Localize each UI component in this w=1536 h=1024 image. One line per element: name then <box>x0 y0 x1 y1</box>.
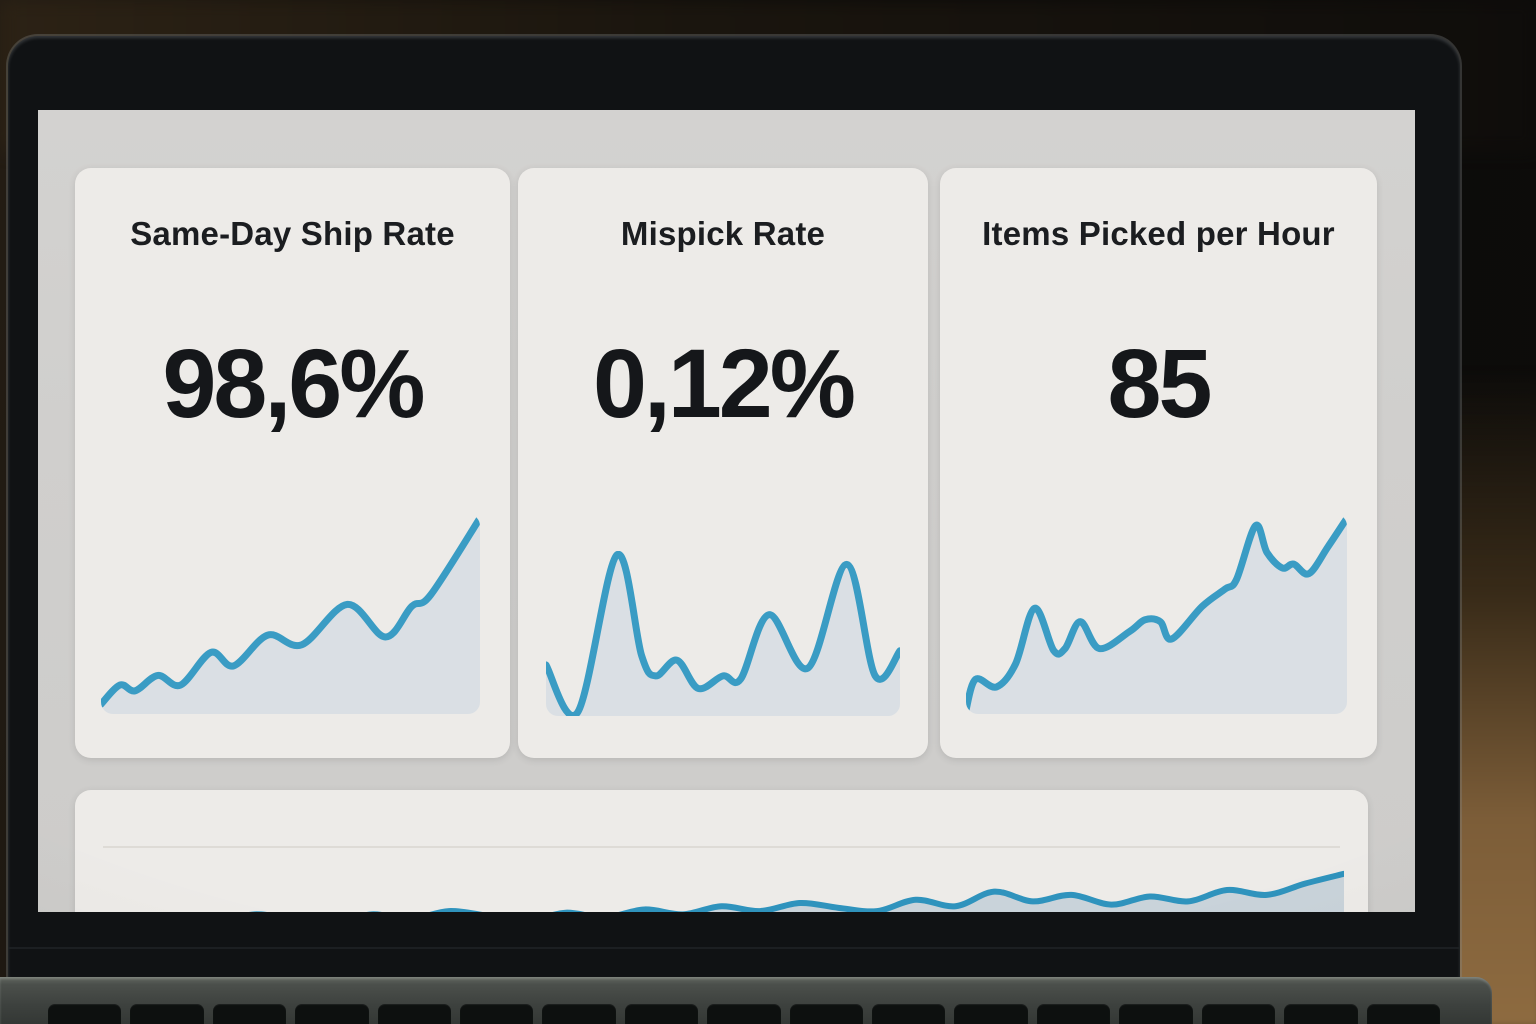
keyboard-key <box>377 1004 452 1024</box>
card-title: Items Picked per Hour <box>982 215 1335 252</box>
kpi-value: 98,6% <box>162 329 425 438</box>
card-title: Same-Day Ship Rate <box>130 215 455 252</box>
kpi-card-items-picked-per-hour[interactable]: Items Picked per Hour 85 <box>940 168 1377 758</box>
keyboard-key <box>48 1004 122 1024</box>
bottom-trend-panel[interactable] <box>75 790 1368 912</box>
keyboard-key <box>1201 1004 1276 1024</box>
bottom-trend-line-chart <box>248 870 1344 912</box>
keyboard-row <box>48 1004 1440 1024</box>
keyboard-key <box>1119 1004 1193 1024</box>
wide-chart-container <box>99 852 1344 912</box>
laptop-screen: Same-Day Ship Rate 98,6% Mispick Rate 0,… <box>38 110 1415 912</box>
laptop-hinge-seam <box>8 947 1460 949</box>
sparkline-chart-container <box>546 551 900 716</box>
keyboard-key <box>295 1004 369 1024</box>
keyboard-key <box>707 1004 781 1024</box>
keyboard-key <box>1036 1004 1111 1024</box>
kpi-value: 85 <box>1107 329 1213 438</box>
keyboard-key <box>789 1004 864 1024</box>
kpi-value: 0,12% <box>592 329 856 438</box>
sparkline-chart-container <box>966 514 1347 714</box>
kpi-card-mispick-rate[interactable]: Mispick Rate 0,12% <box>518 168 928 758</box>
laptop-lid-bezel: Same-Day Ship Rate 98,6% Mispick Rate 0,… <box>8 36 1460 977</box>
mispick-rate-sparkline <box>546 551 900 716</box>
keyboard-key <box>1366 1004 1440 1024</box>
keyboard-key <box>460 1004 534 1024</box>
laptop-base <box>0 977 1492 1024</box>
sparkline-chart-container <box>101 514 480 714</box>
kpi-card-same-day-ship-rate[interactable]: Same-Day Ship Rate 98,6% <box>75 168 510 758</box>
card-title: Mispick Rate <box>620 215 826 252</box>
keyboard-key <box>212 1004 287 1024</box>
keyboard-key <box>130 1004 204 1024</box>
same-day-ship-rate-sparkline <box>101 514 480 714</box>
keyboard-key <box>542 1004 616 1024</box>
items-picked-per-hour-sparkline <box>966 514 1347 714</box>
keyboard-key <box>1284 1004 1358 1024</box>
panel-divider <box>103 846 1340 848</box>
keyboard-key <box>872 1004 946 1024</box>
keyboard-key <box>954 1004 1028 1024</box>
keyboard-key <box>624 1004 699 1024</box>
